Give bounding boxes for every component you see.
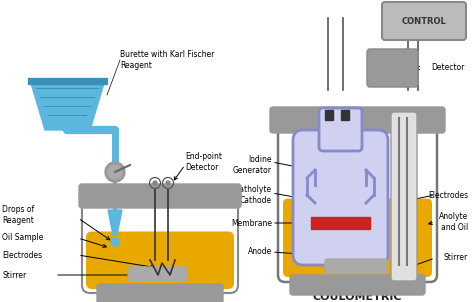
Text: Stirrer: Stirrer xyxy=(444,253,468,262)
FancyBboxPatch shape xyxy=(278,113,437,282)
FancyBboxPatch shape xyxy=(128,267,187,281)
FancyBboxPatch shape xyxy=(382,2,466,40)
Text: CONTROL: CONTROL xyxy=(401,17,447,25)
Text: Catholyte
Cathode: Catholyte Cathode xyxy=(235,185,272,205)
Bar xyxy=(311,217,370,229)
Text: Membrane: Membrane xyxy=(231,219,272,227)
FancyBboxPatch shape xyxy=(283,199,432,277)
Bar xyxy=(315,170,366,185)
FancyBboxPatch shape xyxy=(86,232,234,289)
Bar xyxy=(341,110,349,120)
Text: Detector: Detector xyxy=(432,63,465,72)
Text: Drops of
Reagent: Drops of Reagent xyxy=(2,205,34,225)
Text: Anode: Anode xyxy=(248,248,272,256)
Circle shape xyxy=(153,181,157,185)
Circle shape xyxy=(111,238,119,246)
FancyBboxPatch shape xyxy=(319,108,362,151)
Text: Iodine
Generator: Iodine Generator xyxy=(233,155,272,175)
Text: Oil Sample: Oil Sample xyxy=(2,233,44,243)
Text: Electrodes: Electrodes xyxy=(428,191,468,200)
FancyBboxPatch shape xyxy=(270,107,445,133)
Text: Burette with Karl Fischer
Reagent: Burette with Karl Fischer Reagent xyxy=(120,50,214,70)
Circle shape xyxy=(108,165,122,179)
Polygon shape xyxy=(108,210,122,235)
Circle shape xyxy=(105,162,125,182)
Text: Electrodes: Electrodes xyxy=(2,250,42,259)
Text: COULOMETRIC: COULOMETRIC xyxy=(313,292,402,302)
FancyBboxPatch shape xyxy=(79,184,241,208)
FancyBboxPatch shape xyxy=(290,275,425,295)
Bar xyxy=(325,110,333,120)
FancyBboxPatch shape xyxy=(293,130,388,265)
Bar xyxy=(28,78,107,84)
Polygon shape xyxy=(30,80,105,130)
FancyBboxPatch shape xyxy=(391,112,417,281)
FancyBboxPatch shape xyxy=(325,259,387,273)
Text: Stirrer: Stirrer xyxy=(2,271,26,279)
FancyBboxPatch shape xyxy=(97,284,223,302)
Text: End-point
Detector: End-point Detector xyxy=(185,152,222,172)
FancyBboxPatch shape xyxy=(367,49,418,87)
Text: VOLUMETRIC: VOLUMETRIC xyxy=(120,292,200,302)
Text: Anolyte
and Oil: Anolyte and Oil xyxy=(439,212,468,232)
Circle shape xyxy=(166,181,170,185)
FancyBboxPatch shape xyxy=(82,187,238,293)
